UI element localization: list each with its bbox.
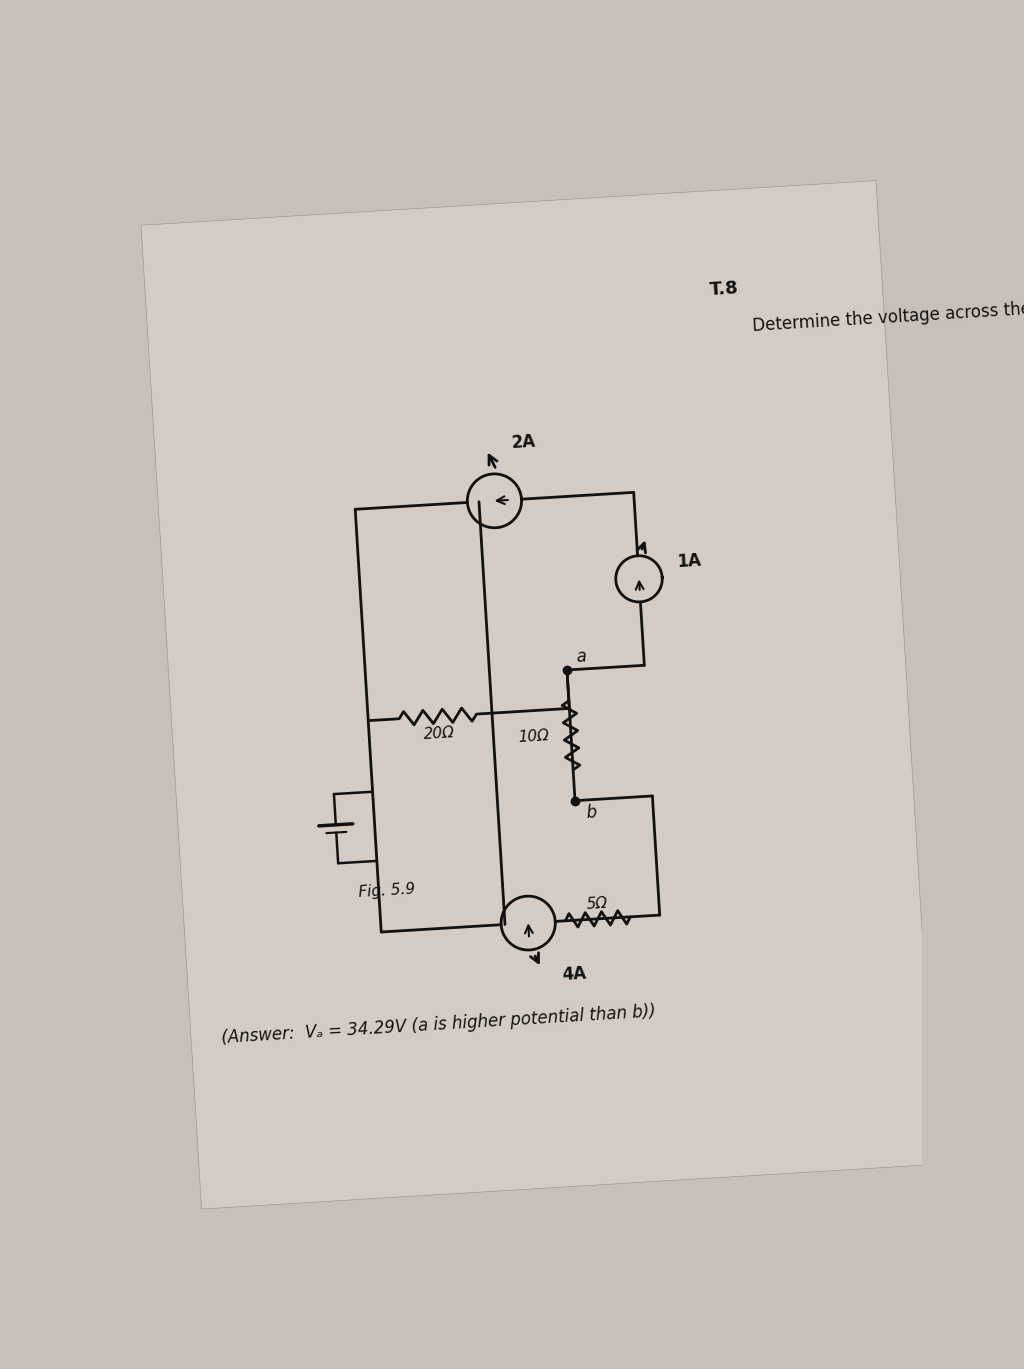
Text: T.8: T.8 — [710, 279, 739, 298]
Text: 1A: 1A — [677, 552, 702, 571]
Polygon shape — [141, 181, 937, 1209]
Text: (Answer:  Vₐ = 34.29V (a is higher potential than b)): (Answer: Vₐ = 34.29V (a is higher potent… — [221, 1003, 656, 1047]
Text: 2A: 2A — [511, 433, 537, 453]
Text: a: a — [575, 648, 587, 665]
Text: b: b — [585, 804, 597, 823]
Text: 5Ω: 5Ω — [586, 895, 608, 912]
Text: 20Ω: 20Ω — [423, 726, 455, 742]
Text: 10Ω: 10Ω — [517, 728, 549, 745]
Text: 4A: 4A — [561, 965, 587, 984]
Text: Determine the voltage across the 10Ω resistor of fig. 5.9 using nodal analysis. : Determine the voltage across the 10Ω res… — [752, 275, 1024, 335]
Text: Fig. 5.9: Fig. 5.9 — [357, 882, 416, 901]
